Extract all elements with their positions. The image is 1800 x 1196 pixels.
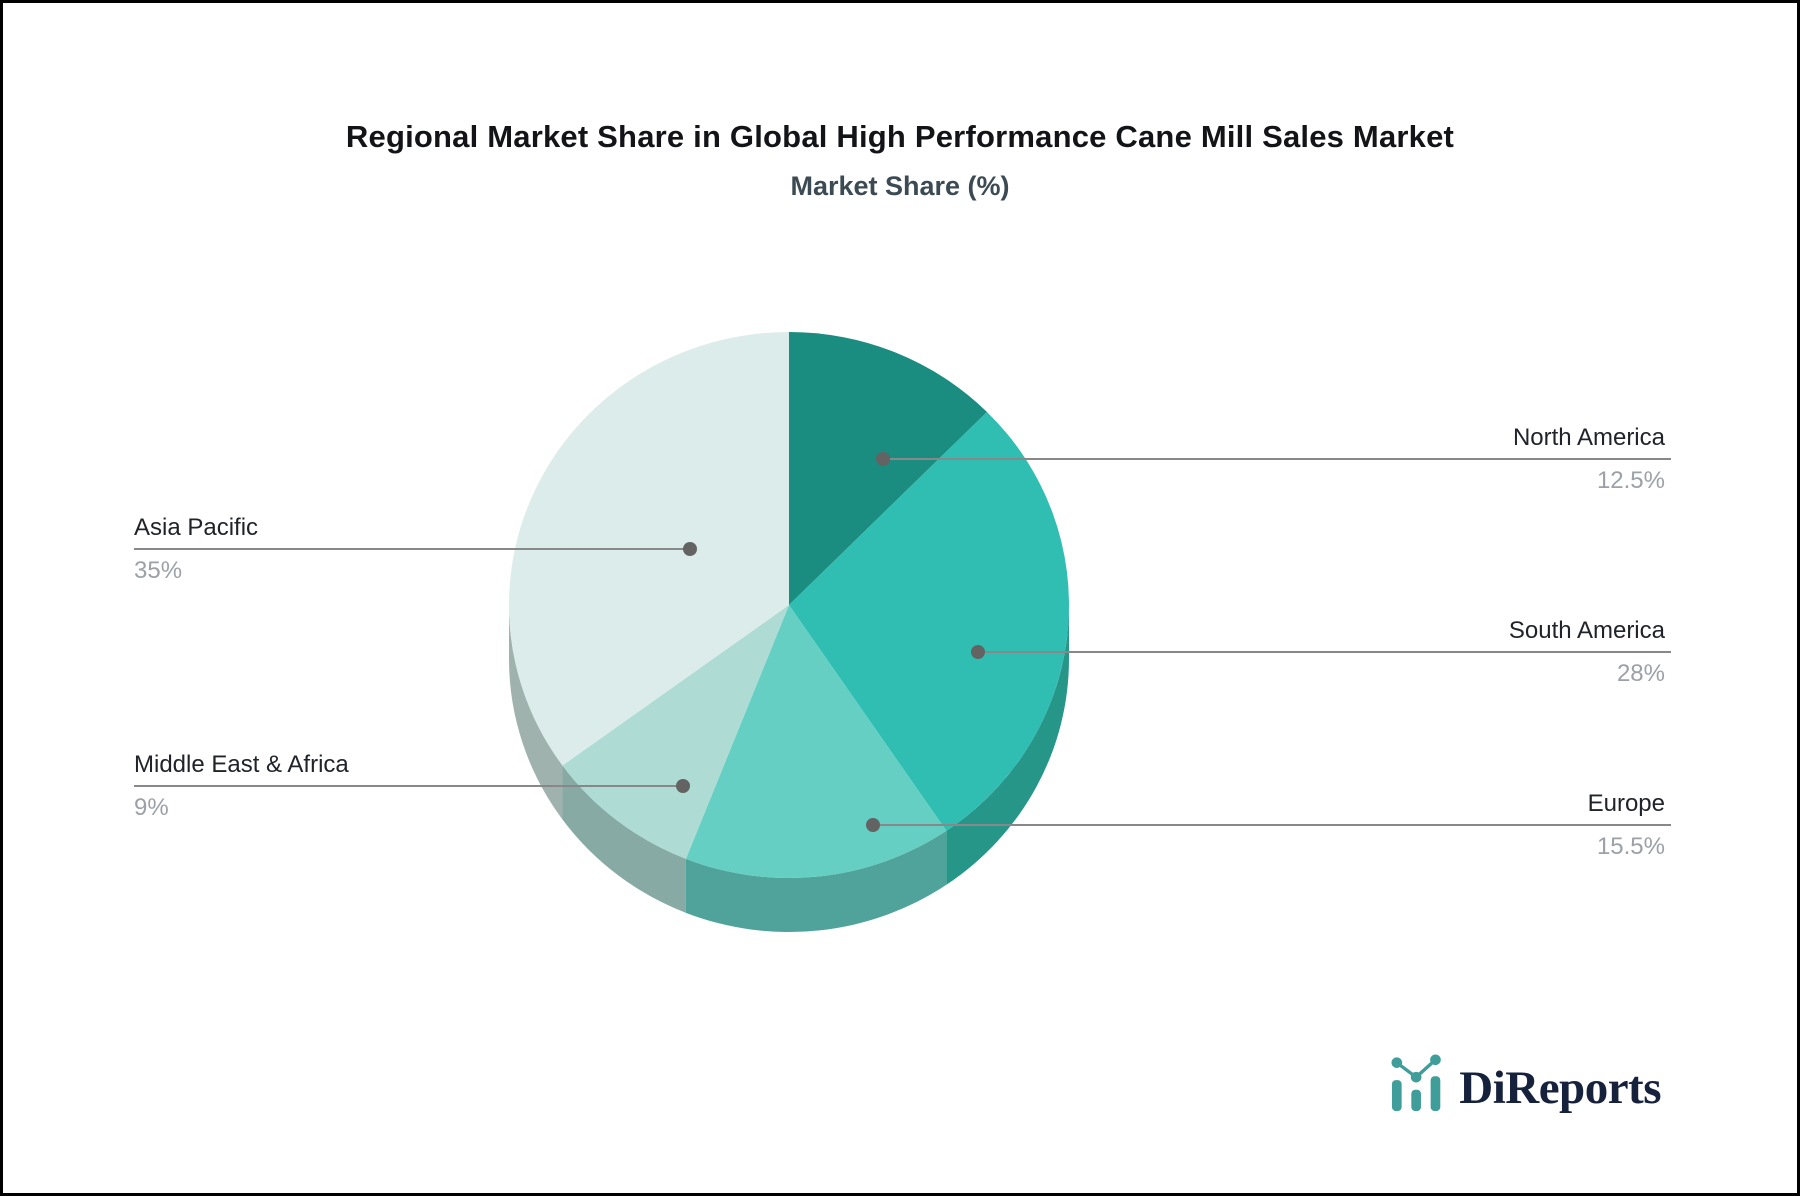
slice-label-asia-pacific: Asia Pacific xyxy=(134,514,259,541)
pie-chart xyxy=(134,332,1671,932)
pie-slice-side-asia-pacific xyxy=(509,605,563,820)
leader-dot-middle-east-africa xyxy=(676,779,690,793)
pie-slice-north-america xyxy=(789,332,987,605)
leader-dot-europe xyxy=(866,818,880,832)
pie-slice-side-south-america xyxy=(946,605,1069,885)
pie-slice-south-america xyxy=(789,411,1069,831)
slice-percent-asia-pacific: 35% xyxy=(134,557,183,584)
slice-percent-north-america: 12.5% xyxy=(1596,467,1665,494)
slice-percent-europe: 15.5% xyxy=(1596,833,1665,860)
slice-label-south-america: South America xyxy=(1508,617,1665,644)
brand-logo: DiReports xyxy=(1391,1051,1661,1113)
pie-slice-middle-east-africa xyxy=(562,605,789,859)
brand-logo-text: DiReports xyxy=(1459,1062,1661,1114)
slice-percent-south-america: 28% xyxy=(1616,660,1665,687)
pie-slice-side-europe xyxy=(685,830,947,932)
leader-dot-asia-pacific xyxy=(683,542,697,556)
leader-dot-south-america xyxy=(971,645,985,659)
leader-dot-north-america xyxy=(876,452,890,466)
chart-title: Regional Market Share in Global High Per… xyxy=(345,119,1455,154)
slice-percent-middle-east-africa: 9% xyxy=(134,794,169,821)
chart-subtitle: Market Share (%) xyxy=(790,171,1010,201)
pie-slice-europe xyxy=(685,605,947,878)
slice-label-middle-east-africa: Middle East & Africa xyxy=(134,751,349,778)
pie-slice-side-middle-east-africa xyxy=(562,765,686,913)
slice-label-north-america: North America xyxy=(1512,424,1665,451)
analytics-bars-icon xyxy=(1391,1054,1442,1111)
slice-label-europe: Europe xyxy=(1587,790,1665,817)
